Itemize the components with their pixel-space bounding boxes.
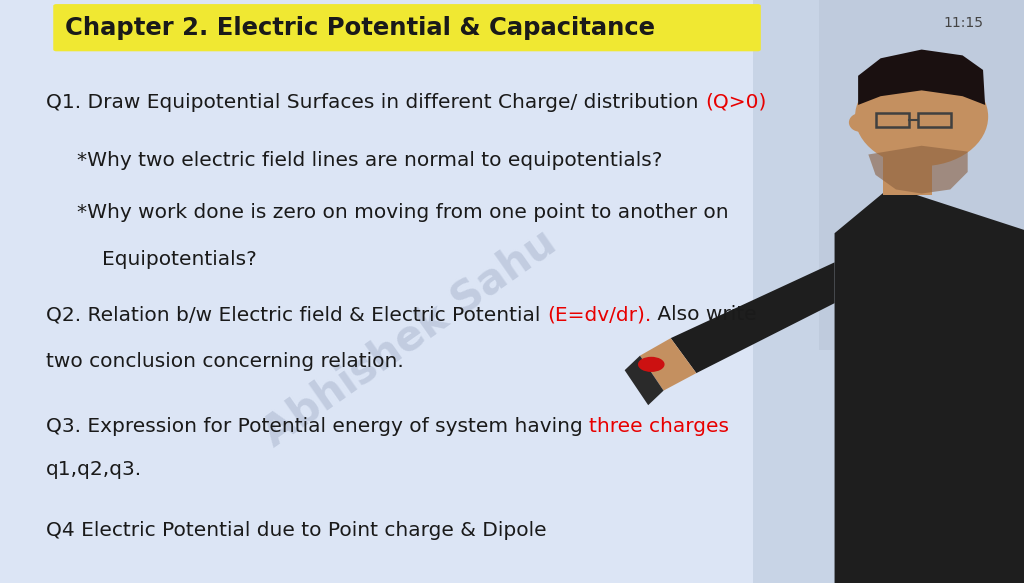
Text: Equipotentials?: Equipotentials? — [102, 250, 257, 269]
Text: Abhishek Sahu: Abhishek Sahu — [255, 221, 564, 455]
Text: Q3. Expression for Potential energy of system having: Q3. Expression for Potential energy of s… — [46, 417, 589, 436]
Text: Q4 Electric Potential due to Point charge & Dipole: Q4 Electric Potential due to Point charg… — [46, 521, 547, 540]
Text: Q1. Draw Equipotential Surfaces in different Charge/ distribution: Q1. Draw Equipotential Surfaces in diffe… — [46, 93, 705, 111]
Polygon shape — [835, 187, 1024, 583]
Text: *Why work done is zero on moving from one point to another on: *Why work done is zero on moving from on… — [77, 203, 728, 222]
Text: Q2. Relation b/w Electric field & Electric Potential: Q2. Relation b/w Electric field & Electr… — [46, 305, 547, 324]
Polygon shape — [868, 146, 968, 194]
Polygon shape — [671, 262, 835, 373]
FancyBboxPatch shape — [53, 4, 761, 51]
Ellipse shape — [855, 67, 988, 166]
Polygon shape — [640, 338, 696, 391]
Bar — [876, 113, 909, 127]
Text: three charges: three charges — [589, 417, 729, 436]
Text: Also write: Also write — [651, 305, 757, 324]
Bar — [883, 157, 932, 195]
Bar — [819, 0, 1024, 350]
Text: (Q>0): (Q>0) — [705, 93, 766, 111]
Text: q1,q2,q3.: q1,q2,q3. — [46, 460, 142, 479]
Bar — [918, 113, 951, 127]
Text: *Why two electric field lines are normal to equipotentials?: *Why two electric field lines are normal… — [77, 151, 663, 170]
Text: 11:15: 11:15 — [943, 16, 983, 30]
Ellipse shape — [849, 113, 871, 132]
Bar — [753, 0, 1024, 583]
Circle shape — [638, 357, 665, 372]
Polygon shape — [625, 356, 664, 405]
Polygon shape — [858, 50, 985, 105]
Text: two conclusion concerning relation.: two conclusion concerning relation. — [46, 352, 403, 371]
Text: Chapter 2. Electric Potential & Capacitance: Chapter 2. Electric Potential & Capacita… — [65, 16, 654, 40]
Text: (E=dv/dr).: (E=dv/dr). — [547, 305, 651, 324]
